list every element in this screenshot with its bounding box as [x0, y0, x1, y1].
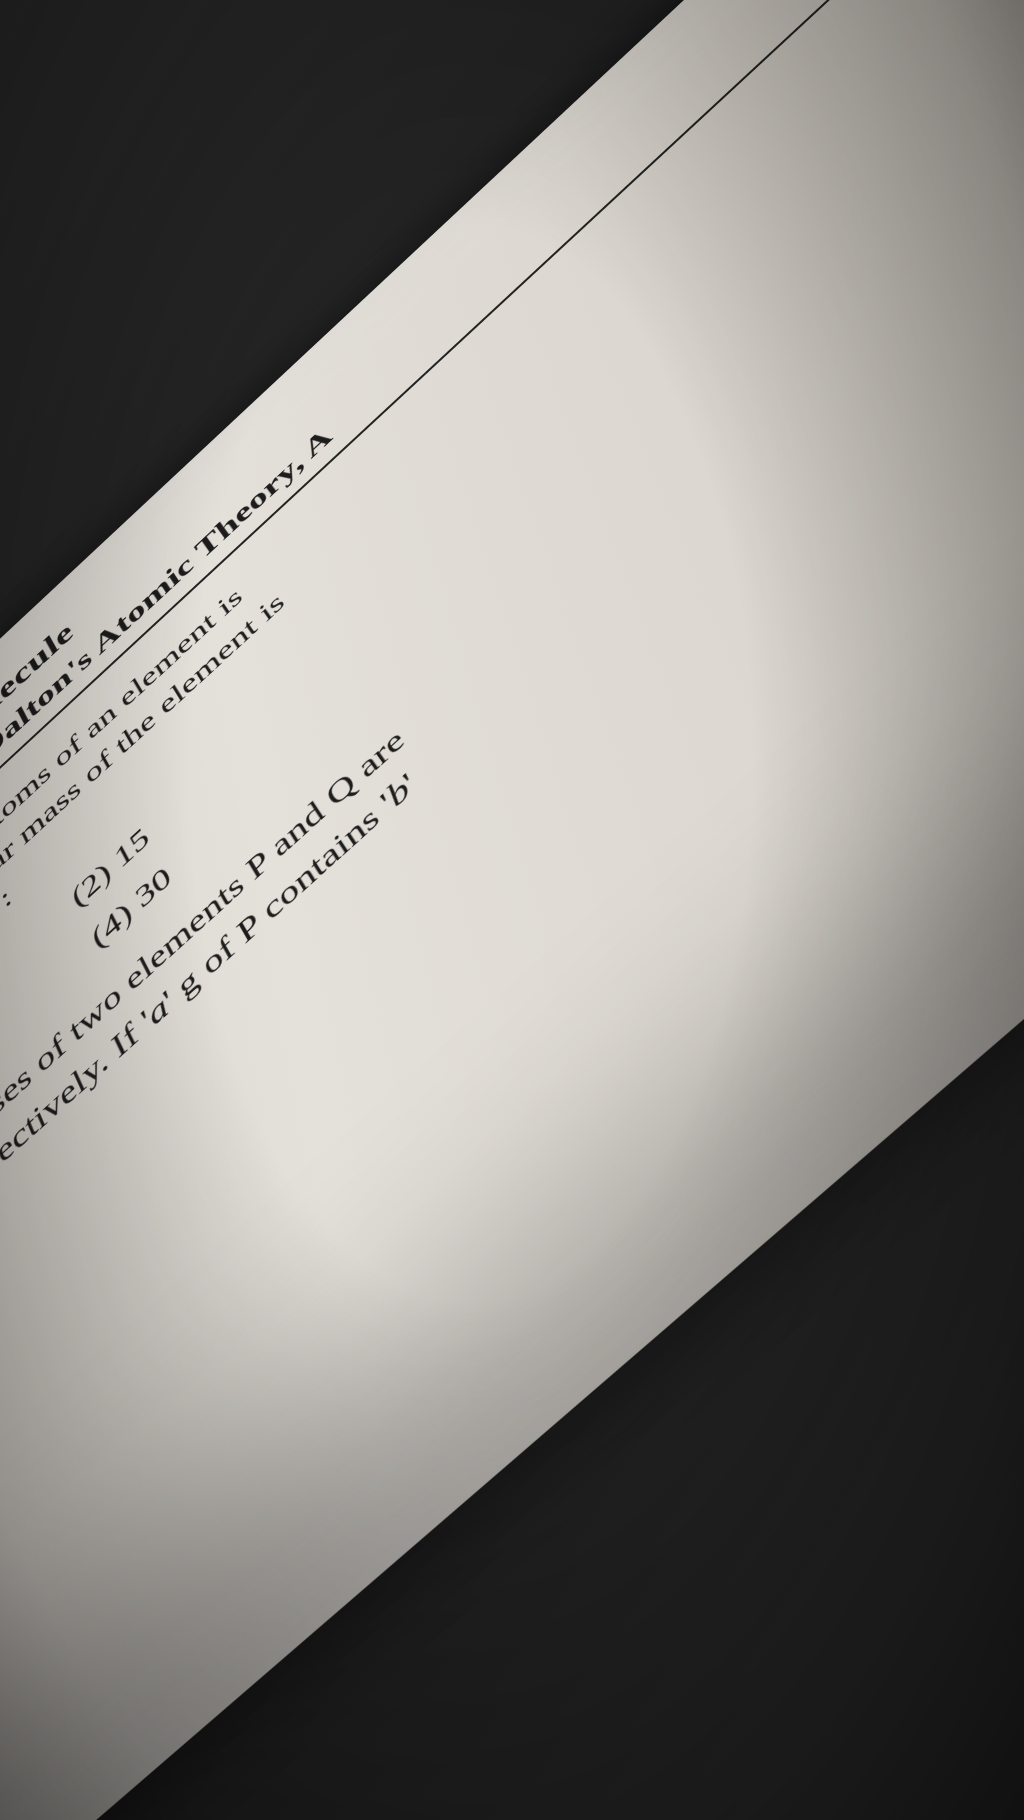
textbook-page: [Introduction, Atoms, Molecule combinati… — [0, 0, 1024, 1820]
page-wrapper: [Introduction, Atoms, Molecule combinati… — [0, 0, 1024, 1820]
q1-text-3c: ) : — [0, 881, 16, 930]
